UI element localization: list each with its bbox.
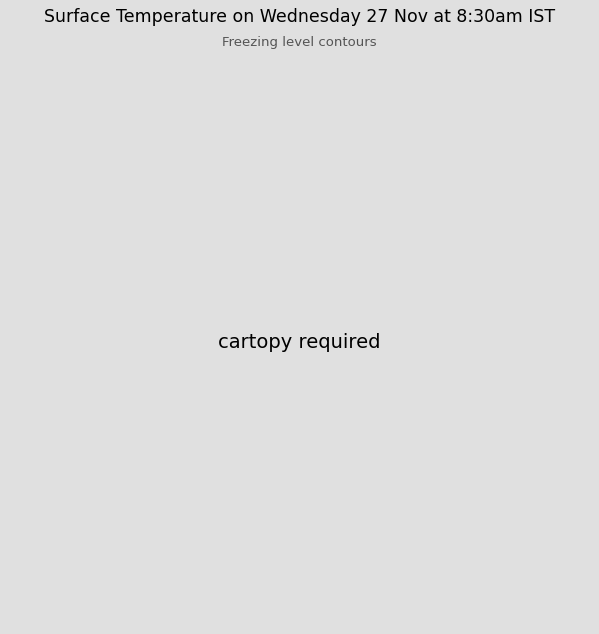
- Text: Surface Temperature on Wednesday 27 Nov at 8:30am IST: Surface Temperature on Wednesday 27 Nov …: [44, 8, 555, 25]
- Text: cartopy required: cartopy required: [218, 333, 381, 353]
- Text: Freezing level contours: Freezing level contours: [222, 36, 377, 49]
